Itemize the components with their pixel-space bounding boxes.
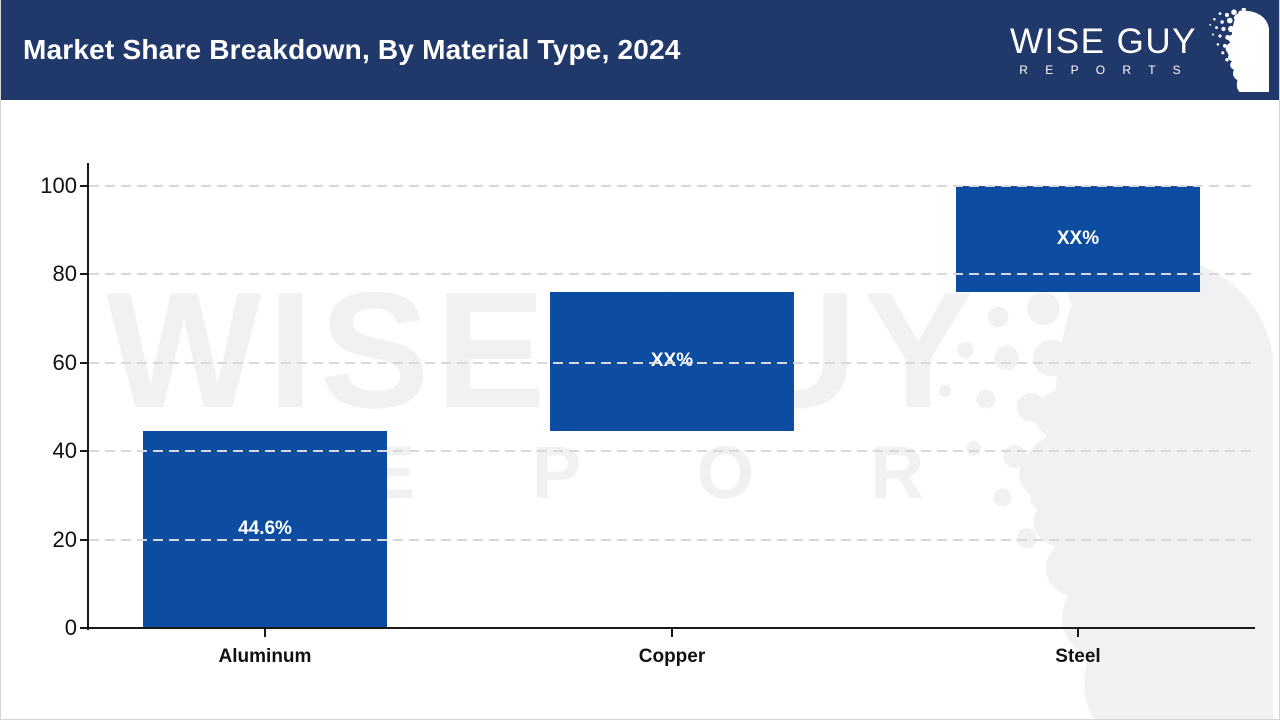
y-tick-100 xyxy=(80,185,89,187)
y-tick-60 xyxy=(80,361,89,364)
y-tick-label: 80 xyxy=(52,261,77,287)
bar-steel: XX% xyxy=(956,186,1200,293)
x-tick-steel xyxy=(1077,629,1079,637)
y-axis-line xyxy=(87,163,89,630)
y-tick-label: 0 xyxy=(64,615,77,640)
gridline-40 xyxy=(89,450,1254,453)
bar-copper: XX% xyxy=(550,292,794,431)
gridline-100 xyxy=(89,185,1254,187)
y-tick-0 xyxy=(80,627,89,629)
gridline-80 xyxy=(89,273,1254,276)
gridline-60 xyxy=(89,361,1254,364)
x-axis-label-aluminum: Aluminum xyxy=(218,646,312,667)
logo-face-icon xyxy=(1209,8,1269,92)
bar-chart: WISE GUY R E P O R T S 0 20 40 60 80 100 44.6%… xyxy=(1,100,1279,719)
y-tick-20 xyxy=(80,538,89,541)
chart-title: Market Share Breakdown, By Material Type… xyxy=(23,34,681,65)
bar-value-label: XX% xyxy=(651,350,693,372)
gridline-20 xyxy=(89,538,1254,541)
x-tick-aluminum xyxy=(264,629,266,637)
x-axis-label-steel: Steel xyxy=(1055,646,1101,667)
y-tick-80 xyxy=(80,273,89,276)
x-axis-label-copper: Copper xyxy=(638,646,706,667)
logo-subtitle: R E P O R T S xyxy=(1019,63,1188,77)
wiseguy-logo: WISE GUY R E P O R T S xyxy=(1010,8,1269,92)
x-tick-copper xyxy=(671,629,673,637)
y-tick-label: 20 xyxy=(52,526,77,552)
x-axis-line xyxy=(87,627,1255,629)
y-tick-40 xyxy=(80,450,89,453)
bar-aluminum: 44.6% xyxy=(143,430,387,628)
y-tick-label: 60 xyxy=(52,349,77,375)
y-tick-label: 100 xyxy=(40,173,77,198)
header: Market Share Breakdown, By Material Type… xyxy=(1,0,1279,100)
bar-value-label: 44.6% xyxy=(238,518,292,540)
bar-value-label: XX% xyxy=(1056,228,1100,250)
y-tick-label: 40 xyxy=(52,438,77,464)
logo-wordmark: WISE GUY xyxy=(1009,22,1197,61)
watermark-wordmark: WISE GUY xyxy=(106,258,980,442)
